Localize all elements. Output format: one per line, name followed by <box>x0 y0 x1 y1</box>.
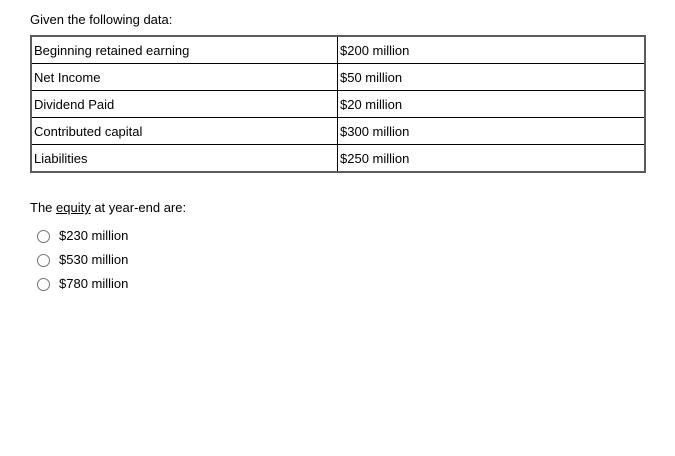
radio-option-2[interactable]: $530 million <box>30 248 675 272</box>
question-underlined-term: equity <box>56 200 91 215</box>
radio-button-icon[interactable] <box>37 277 50 291</box>
radio-button-icon[interactable] <box>37 253 50 267</box>
radio-option-3[interactable]: $780 million <box>30 272 675 296</box>
table-row: Beginning retained earning $200 million <box>30 35 646 64</box>
row-label: Contributed capital <box>30 117 338 145</box>
row-label: Liabilities <box>30 144 338 173</box>
row-value: $20 million <box>337 90 646 118</box>
row-value: $200 million <box>337 35 646 64</box>
row-value: $50 million <box>337 63 646 91</box>
question-prefix: The <box>30 200 57 215</box>
data-table: Beginning retained earning $200 million … <box>30 35 646 173</box>
row-label: Net Income <box>30 63 338 91</box>
question-suffix: at year-end are: <box>90 200 187 215</box>
radio-option-label[interactable]: $230 million <box>59 228 129 243</box>
row-value: $300 million <box>337 117 646 145</box>
table-row: Dividend Paid $20 million <box>30 90 646 118</box>
table-row: Contributed capital $300 million <box>30 117 646 145</box>
radio-option-1[interactable]: $230 million <box>30 224 675 248</box>
table-row: Liabilities $250 million <box>30 144 646 173</box>
row-label: Dividend Paid <box>30 90 338 118</box>
row-label: Beginning retained earning <box>30 35 338 64</box>
radio-option-group: $230 million $530 million $780 million <box>30 224 675 296</box>
question-text: The equity at year-end are: <box>30 200 675 215</box>
row-value: $250 million <box>337 144 646 173</box>
radio-option-label[interactable]: $530 million <box>59 252 129 267</box>
table-row: Net Income $50 million <box>30 63 646 91</box>
radio-option-label[interactable]: $780 million <box>59 276 129 291</box>
radio-button-icon[interactable] <box>37 229 50 243</box>
intro-text: Given the following data: <box>30 12 173 27</box>
